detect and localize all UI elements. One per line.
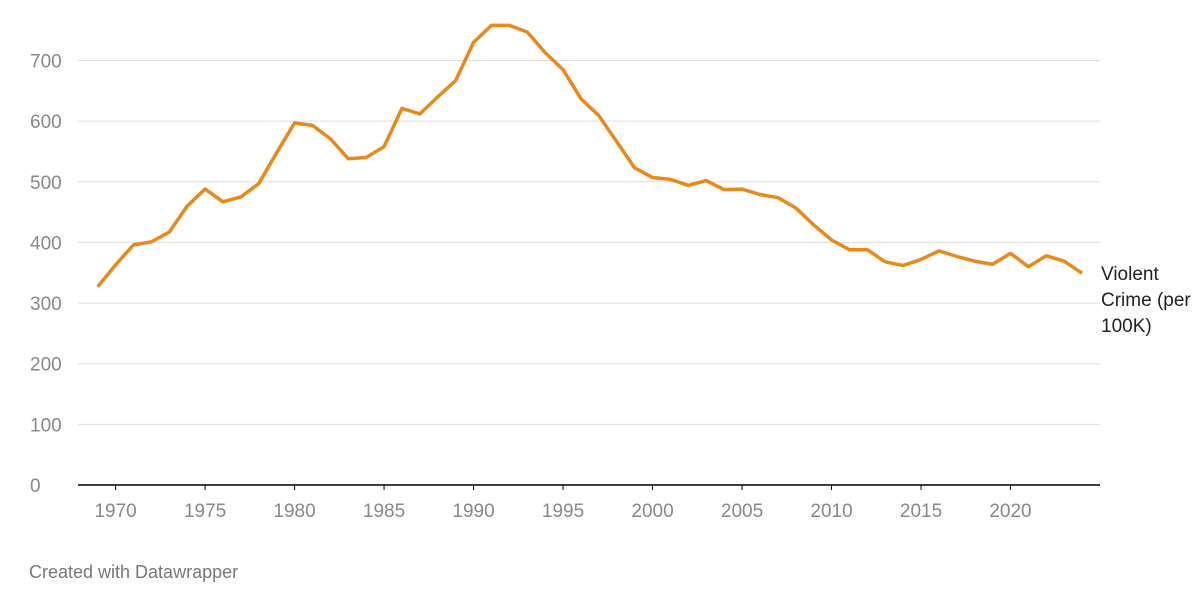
x-tick-label: 1970	[94, 501, 136, 522]
y-tick-label: 300	[30, 294, 62, 315]
x-tick-label: 2000	[631, 501, 673, 522]
x-tick-label: 1985	[363, 501, 405, 522]
y-tick-label: 700	[30, 52, 62, 73]
x-tick-label: 2010	[810, 501, 852, 522]
line	[96, 23, 1084, 288]
x-tick-label: 2020	[989, 501, 1031, 522]
y-tick-label: 200	[30, 355, 62, 376]
x-tick-label: 2015	[900, 501, 942, 522]
x-tick-label: 1975	[184, 501, 226, 522]
series-label: Violent Crime (per 100K)	[1101, 264, 1191, 337]
x-tick-label: 1995	[542, 501, 584, 522]
footer: Created with Datawrapper	[29, 562, 239, 582]
x-tick-label: 1980	[273, 501, 315, 522]
x-tick-label: 1990	[452, 501, 494, 522]
y-tick-label: 400	[30, 233, 62, 254]
x-tick-label: 2005	[721, 501, 763, 522]
y-tick-label: 0	[30, 476, 41, 497]
y-tick-label: 100	[30, 415, 62, 436]
y-tick-label: 500	[30, 173, 62, 194]
y-tick-label: 600	[30, 112, 62, 133]
